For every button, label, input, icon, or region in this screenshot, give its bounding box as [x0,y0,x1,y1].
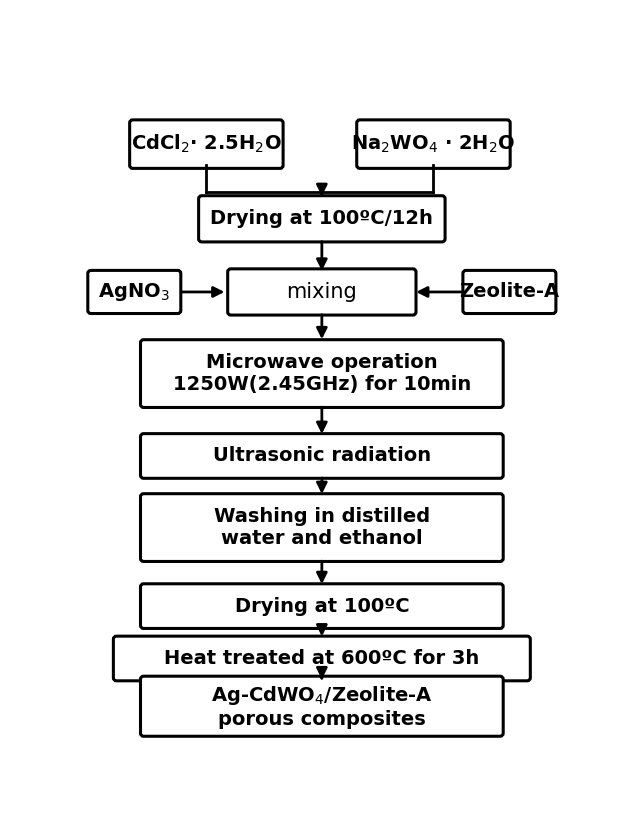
Text: Ag-CdWO$_4$/Zeolite-A
porous composites: Ag-CdWO$_4$/Zeolite-A porous composites [211,684,433,729]
FancyBboxPatch shape [141,583,503,628]
FancyBboxPatch shape [357,120,510,168]
Text: Drying at 100ºC/12h: Drying at 100ºC/12h [210,210,433,228]
Text: Na$_2$WO$_4$ · 2H$_2$O: Na$_2$WO$_4$ · 2H$_2$O [351,134,516,155]
Text: Heat treated at 600ºC for 3h: Heat treated at 600ºC for 3h [165,649,479,668]
Text: Microwave operation
1250W(2.45GHz) for 10min: Microwave operation 1250W(2.45GHz) for 1… [173,353,471,394]
Text: Ultrasonic radiation: Ultrasonic radiation [213,446,431,465]
FancyBboxPatch shape [141,339,503,407]
FancyBboxPatch shape [88,270,181,313]
Text: AgNO$_3$: AgNO$_3$ [99,281,170,303]
FancyBboxPatch shape [141,433,503,478]
Text: CdCl$_2$· 2.5H$_2$O: CdCl$_2$· 2.5H$_2$O [131,133,282,155]
FancyBboxPatch shape [114,636,530,681]
Text: Washing in distilled
water and ethanol: Washing in distilled water and ethanol [214,507,430,548]
FancyBboxPatch shape [463,270,556,313]
FancyBboxPatch shape [228,268,416,315]
FancyBboxPatch shape [141,676,503,736]
FancyBboxPatch shape [198,196,445,242]
Text: mixing: mixing [286,282,357,302]
FancyBboxPatch shape [129,120,283,168]
FancyBboxPatch shape [141,494,503,561]
Text: Zeolite-A: Zeolite-A [459,282,560,301]
Text: Drying at 100ºC: Drying at 100ºC [234,596,409,615]
